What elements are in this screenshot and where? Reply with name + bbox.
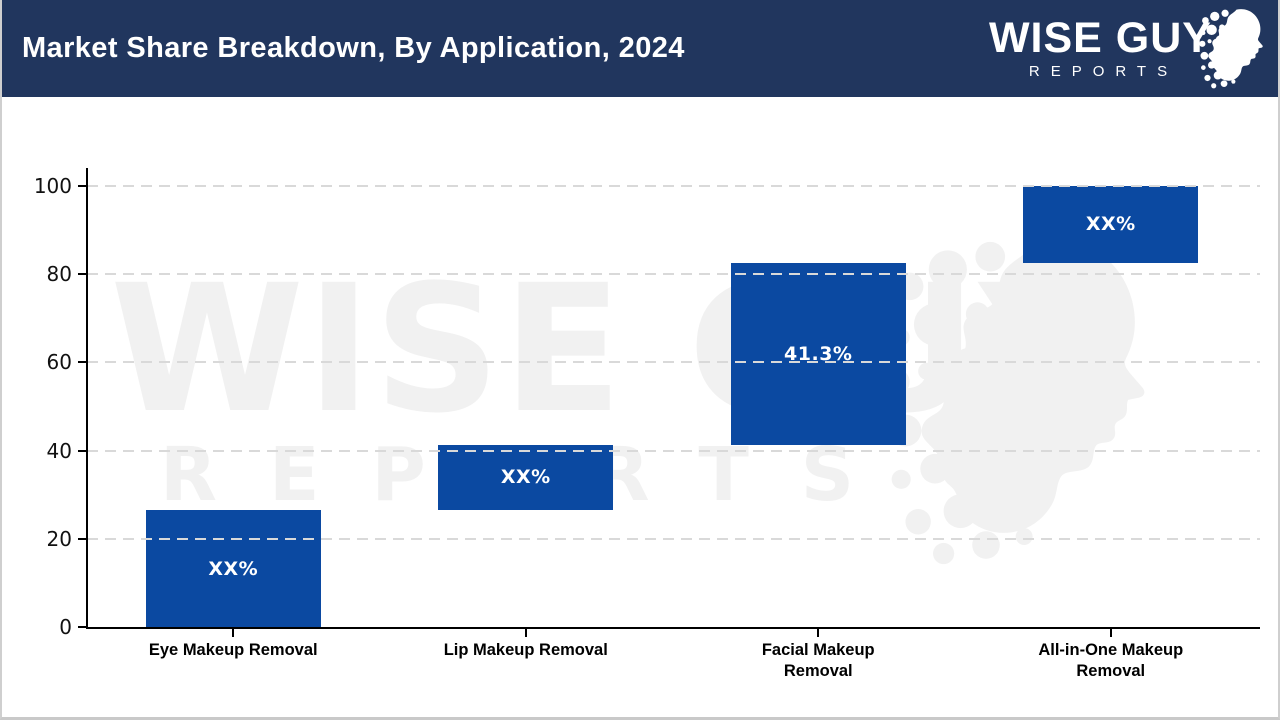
brand-text: WISE GUY REPORTS [988,14,1212,81]
bar-lip-makeup-removal [438,444,614,511]
watermark-head-icon [884,239,1145,565]
header-bar: Market Share Breakdown, By Application, … [2,0,1278,97]
watermark-wordmark: WISE GUY [110,247,1109,452]
y-tick-label-80: 80 [46,262,72,287]
bar-value-label-lip-makeup-removal: XX% [500,466,551,489]
y-tick-label-60: 60 [46,350,72,375]
y-axis-spine [86,168,88,629]
bar-value-label-facial-makeup-removal: 41.3% [784,342,853,365]
page-title: Market Share Breakdown, By Application, … [22,32,685,64]
bar-value-label-all-in-one-makeup-removal: XX% [1085,213,1136,236]
y-tick-mark-0 [78,626,87,628]
brand-sub: REPORTS [1028,63,1179,80]
bar-value-label-eye-makeup-removal: XX% [208,557,259,580]
gridline-60 [87,361,1260,364]
brand-name: WISE GUY [988,14,1212,62]
gridline-40 [87,449,1260,452]
y-tick-label-100: 100 [33,174,72,198]
brand-logo: WISE GUY REPORTS [989,0,1276,97]
y-tick-label-0: 0 [59,615,72,639]
x-axis-spine [86,627,1260,629]
y-tick-mark-40 [78,449,87,452]
category-label-facial-makeup-removal: Facial Makeup Removal [761,641,875,680]
y-tick-label-40: 40 [46,438,72,463]
y-tick-mark-80 [78,273,87,276]
category-label-lip-makeup-removal: Lip Makeup Removal [443,641,608,659]
gridline-100 [87,185,1260,187]
gridline-20 [87,537,1260,540]
bar-eye-makeup-removal [145,510,321,627]
bar-all-in-one-makeup-removal [1023,186,1199,263]
y-tick-mark-60 [78,361,87,364]
x-tick-mark-facial-makeup-removal [817,629,820,637]
category-label-all-in-one-makeup-removal: All-in-One Makeup Removal [1038,641,1184,680]
gridline-80 [87,273,1260,276]
category-label-eye-makeup-removal: Eye Makeup Removal [148,641,318,659]
y-tick-label-20: 20 [46,526,72,551]
x-tick-mark-all-in-one-makeup-removal [1109,629,1112,637]
y-tick-mark-100 [78,185,87,187]
y-tick-mark-20 [78,537,87,540]
bar-facial-makeup-removal [730,262,906,445]
x-tick-mark-eye-makeup-removal [232,629,235,637]
x-tick-mark-lip-makeup-removal [524,629,527,637]
